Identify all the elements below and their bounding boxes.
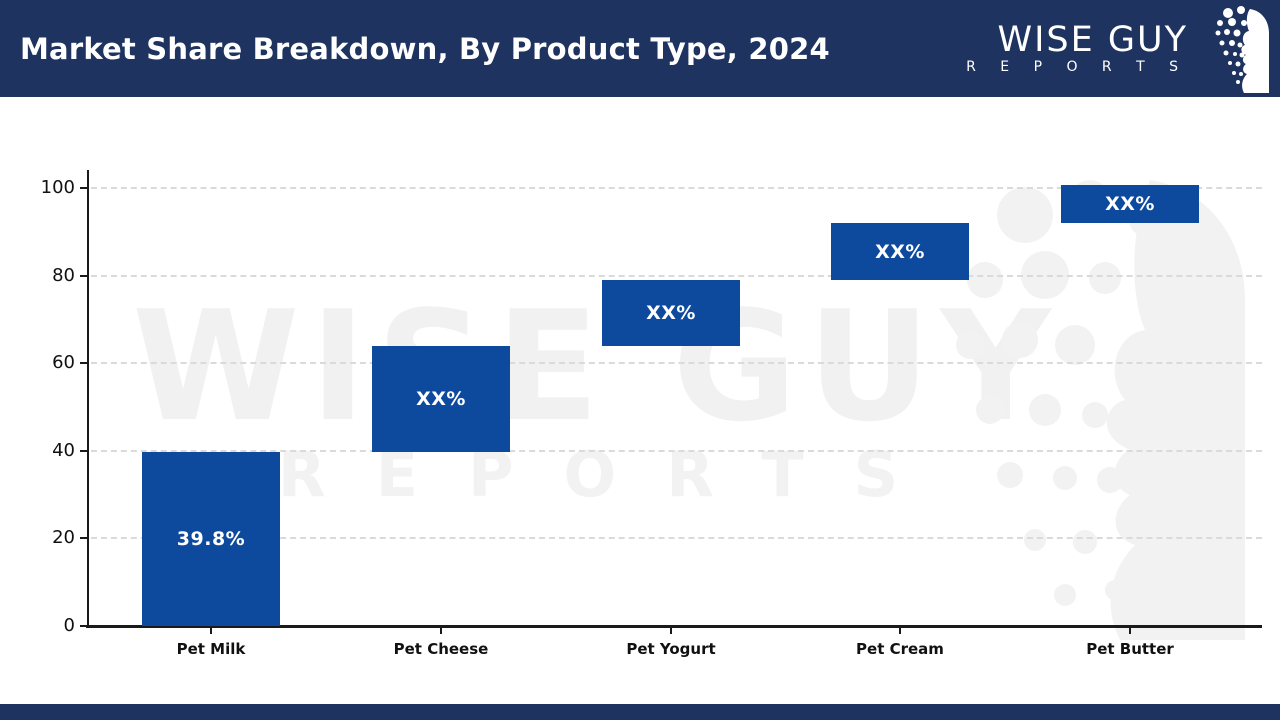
footer-bar <box>0 704 1280 720</box>
y-tick-label-40: 40 <box>52 439 75 461</box>
bar-pet-milk: 39.8% <box>142 451 280 626</box>
logo-wise-guy-text: WISE GUY <box>997 19 1188 60</box>
gridline-100 <box>91 187 1262 189</box>
gridline-40 <box>91 449 1262 452</box>
watermark-head-icon <box>956 180 1245 640</box>
y-tick-100 <box>80 187 89 189</box>
x-tick-pet-cheese <box>440 628 442 634</box>
y-axis-line <box>87 170 89 628</box>
x-tick-label-pet-yogurt: Pet Yogurt <box>626 640 716 658</box>
y-tick-0 <box>80 625 89 627</box>
x-tick-label-pet-cheese: Pet Cheese <box>393 640 489 658</box>
x-tick-label-pet-milk: Pet Milk <box>176 640 246 658</box>
bar-pet-cheese: XX% <box>372 345 510 452</box>
logo-head-icon <box>1215 5 1269 93</box>
gridline-20 <box>91 537 1262 540</box>
y-tick-label-20: 20 <box>52 527 75 549</box>
bar-pet-butter: XX% <box>1061 184 1199 224</box>
y-tick-20 <box>80 537 89 540</box>
bar-value-label-pet-butter: XX% <box>1105 192 1155 215</box>
x-tick-pet-yogurt <box>670 628 672 634</box>
y-tick-80 <box>80 274 89 277</box>
y-tick-label-60: 60 <box>52 352 75 374</box>
x-tick-label-pet-cream: Pet Cream <box>856 640 944 658</box>
y-tick-label-0: 0 <box>63 615 75 636</box>
y-tick-label-80: 80 <box>52 264 75 286</box>
watermark-wise-guy: WISE GUY <box>132 278 1061 455</box>
logo-text: WISE GUY R E P O R T S <box>966 19 1188 76</box>
x-tick-pet-cream <box>899 628 901 634</box>
bar-value-label-pet-milk: 39.8% <box>176 527 246 550</box>
x-tick-pet-butter <box>1129 628 1131 634</box>
page-title: Market Share Breakdown, By Product Type,… <box>20 31 830 66</box>
x-axis-line <box>86 625 1262 628</box>
gridline-80 <box>91 274 1262 277</box>
x-tick-pet-milk <box>210 628 212 634</box>
y-tick-40 <box>80 449 89 452</box>
gridline-60 <box>91 362 1262 365</box>
bar-value-label-pet-cheese: XX% <box>416 387 466 410</box>
wise-guy-logo: WISE GUY R E P O R T S <box>966 5 1270 93</box>
y-tick-60 <box>80 362 89 365</box>
bar-value-label-pet-cream: XX% <box>875 240 925 263</box>
bar-pet-yogurt: XX% <box>602 279 740 346</box>
header-bar: Market Share Breakdown, By Product Type,… <box>0 0 1280 97</box>
y-tick-label-100: 100 <box>40 177 75 198</box>
bar-pet-cream: XX% <box>831 223 969 280</box>
logo-reports-text: R E P O R T S <box>966 59 1188 76</box>
bar-value-label-pet-yogurt: XX% <box>646 301 696 324</box>
x-tick-label-pet-butter: Pet Butter <box>1086 640 1174 658</box>
